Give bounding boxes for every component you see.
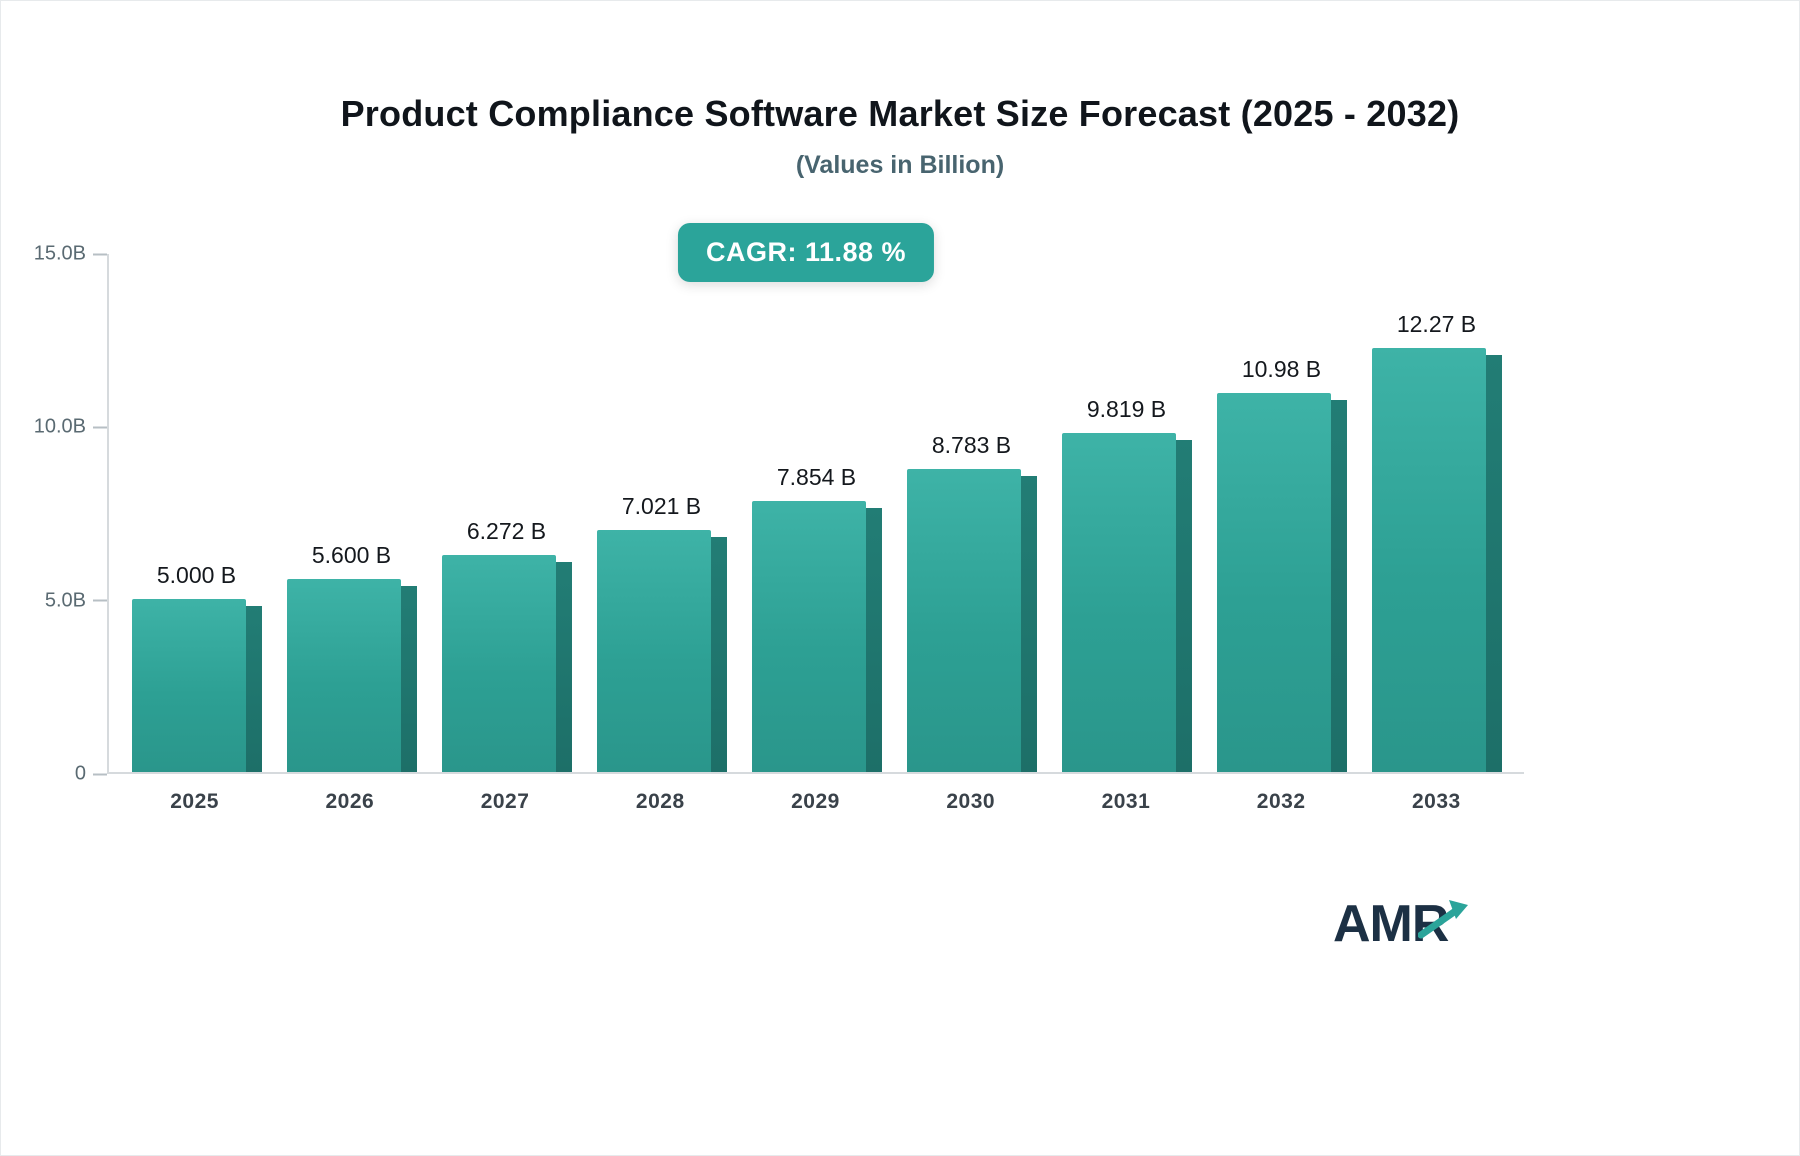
- x-axis-label-2028: 2028: [635, 790, 685, 813]
- plot-area: 5.000 B 5.600 B 6.272 B 7.021 B 7.854 B 8.783…: [107, 254, 1524, 774]
- y-tick-15.0B: 15.0B: [34, 243, 107, 266]
- bar-2027: [441, 555, 572, 772]
- plot-column: 5.000 B 5.600 B 6.272 B 7.021 B 7.854 B 8.783…: [107, 254, 1524, 814]
- bar-group-2031: 9.819 B: [1049, 254, 1204, 772]
- bar-2030: [906, 468, 1037, 772]
- amr-logo-text: AMR: [1333, 895, 1449, 953]
- bar-side-face: [400, 585, 417, 772]
- x-axis-label-2026: 2026: [325, 790, 375, 813]
- bar-2029: [751, 500, 882, 772]
- bar-side-face: [1485, 355, 1502, 772]
- bar-value-label: 5.600 B: [311, 541, 392, 568]
- bar-side-face: [1020, 475, 1037, 772]
- y-tick-5.0B: 5.0B: [45, 589, 107, 612]
- bar-front-face: [906, 468, 1021, 772]
- x-axis-label-2029: 2029: [791, 790, 840, 813]
- y-tick-label: 5.0B: [44, 589, 86, 612]
- bar-chart: 0 5.0B 10.0B 15.0B 5.000 B 5.600 B 6.272 B 7.0…: [29, 243, 1524, 814]
- x-axis-label-2031: 2031: [1101, 790, 1151, 813]
- x-axis: 2025 2026 2027 2028 2029 2030 2031 2032 2033: [107, 790, 1524, 814]
- bar-side-face: [1175, 439, 1192, 772]
- bar-group-2027: 6.272 B: [429, 254, 584, 772]
- bar-2026: [286, 578, 417, 772]
- bar-front-face: [1061, 432, 1176, 772]
- y-tick-label: 15.0B: [33, 242, 86, 265]
- bar-side-face: [555, 562, 572, 772]
- y-tick-mark: [93, 599, 107, 602]
- x-axis-label-2027: 2027: [480, 790, 530, 813]
- bar-value-label: 6.272 B: [466, 518, 547, 545]
- bar-value-label: 7.854 B: [776, 463, 857, 490]
- amr-logo: AMR: [1333, 894, 1470, 954]
- x-axis-label-2030: 2030: [946, 790, 996, 813]
- bar-side-face: [865, 507, 882, 772]
- bar-2033: [1371, 348, 1502, 772]
- bar-value-label: 5.000 B: [156, 562, 237, 589]
- bar-front-face: [441, 555, 556, 772]
- y-tick-label: 0: [74, 762, 86, 785]
- bar-value-label: 7.021 B: [621, 492, 702, 519]
- chart-subtitle: (Values in Billion): [795, 151, 1005, 179]
- x-axis-label-2025: 2025: [170, 790, 219, 813]
- x-axis-label-2033: 2033: [1412, 790, 1461, 813]
- bar-side-face: [710, 536, 727, 772]
- bar-front-face: [1371, 348, 1486, 772]
- bar-group-2025: 5.000 B: [119, 254, 274, 772]
- bar-front-face: [751, 500, 866, 772]
- cagr-badge: CAGR: 11.88 %: [677, 223, 935, 282]
- bar-value-label: 10.98 B: [1241, 355, 1322, 382]
- x-axis-label-2032: 2032: [1256, 790, 1306, 813]
- bar-group-2026: 5.600 B: [274, 254, 429, 772]
- bar-2032: [1216, 392, 1347, 772]
- y-axis: 0 5.0B 10.0B 15.0B: [29, 243, 107, 785]
- bar-front-face: [286, 578, 401, 772]
- bar-value-label: 9.819 B: [1086, 395, 1167, 422]
- chart-title: Product Compliance Software Market Size …: [340, 93, 1460, 134]
- bar-2028: [596, 529, 727, 772]
- bar-group-2028: 7.021 B: [584, 254, 739, 772]
- bar-side-face: [245, 606, 262, 772]
- bar-value-label: 8.783 B: [931, 431, 1012, 458]
- bar-group-2032: 10.98 B: [1204, 254, 1359, 772]
- bar-side-face: [1330, 399, 1347, 772]
- bar-group-2029: 7.854 B: [739, 254, 894, 772]
- bar-2025: [131, 599, 262, 772]
- bar-2031: [1061, 432, 1192, 772]
- trend-up-arrow-icon: [1417, 897, 1470, 946]
- y-tick-10.0B: 10.0B: [34, 416, 107, 439]
- y-tick-mark: [93, 773, 107, 775]
- y-tick-label: 10.0B: [33, 415, 86, 438]
- bar-group-2033: 12.27 B: [1359, 254, 1514, 772]
- bar-front-face: [1216, 392, 1331, 772]
- y-tick-0: 0: [75, 763, 107, 786]
- y-tick-mark: [93, 426, 107, 429]
- bar-front-face: [596, 529, 711, 772]
- bars-row: 5.000 B 5.600 B 6.272 B 7.021 B 7.854 B 8.783…: [109, 254, 1524, 772]
- bar-front-face: [131, 599, 246, 772]
- y-tick-mark: [93, 253, 107, 255]
- bar-group-2030: 8.783 B: [894, 254, 1049, 772]
- bar-value-label: 12.27 B: [1396, 311, 1477, 338]
